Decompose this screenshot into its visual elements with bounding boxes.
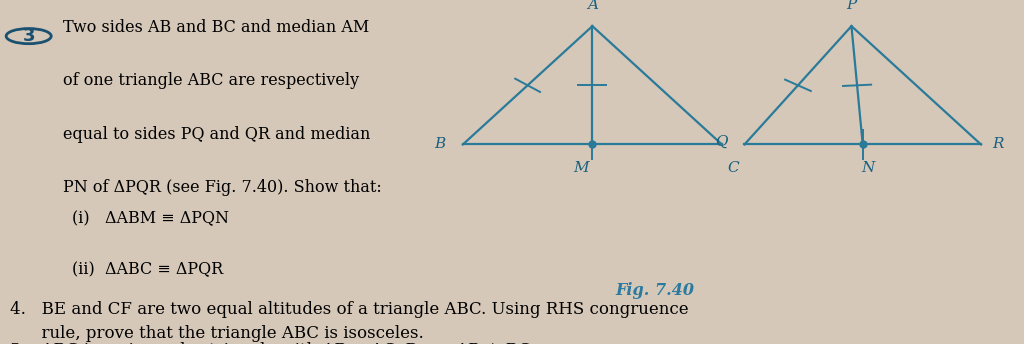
Text: rule, prove that the triangle ABC is isosceles.: rule, prove that the triangle ABC is iso… xyxy=(10,325,424,342)
Text: A: A xyxy=(587,0,598,12)
Text: of one triangle ABC are respectively: of one triangle ABC are respectively xyxy=(63,72,359,89)
Text: Fig. 7.40: Fig. 7.40 xyxy=(615,282,695,299)
Text: 5.   ABC is an isosceles triangle with AB = AC. Draw AP ⊥ BC: 5. ABC is an isosceles triangle with AB … xyxy=(10,342,531,344)
Text: Q: Q xyxy=(715,135,727,149)
Text: (ii)  ΔABC ≡ ΔPQR: (ii) ΔABC ≡ ΔPQR xyxy=(72,261,223,279)
Text: 4.   BE and CF are two equal altitudes of a triangle ABC. Using RHS congruence: 4. BE and CF are two equal altitudes of … xyxy=(10,301,689,318)
Text: 3: 3 xyxy=(23,27,35,45)
Text: B: B xyxy=(435,138,446,151)
Text: C: C xyxy=(727,161,739,175)
Text: (i)   ΔABM ≡ ΔPQN: (i) ΔABM ≡ ΔPQN xyxy=(72,210,228,227)
Text: R: R xyxy=(992,138,1004,151)
Text: N: N xyxy=(861,161,876,175)
Text: Two sides AB and BC and median AM: Two sides AB and BC and median AM xyxy=(63,19,370,36)
Text: M: M xyxy=(573,161,589,175)
Text: PN of ΔPQR (see Fig. 7.40). Show that:: PN of ΔPQR (see Fig. 7.40). Show that: xyxy=(63,179,382,196)
Text: P: P xyxy=(846,0,857,12)
Text: equal to sides PQ and QR and median: equal to sides PQ and QR and median xyxy=(63,126,371,142)
